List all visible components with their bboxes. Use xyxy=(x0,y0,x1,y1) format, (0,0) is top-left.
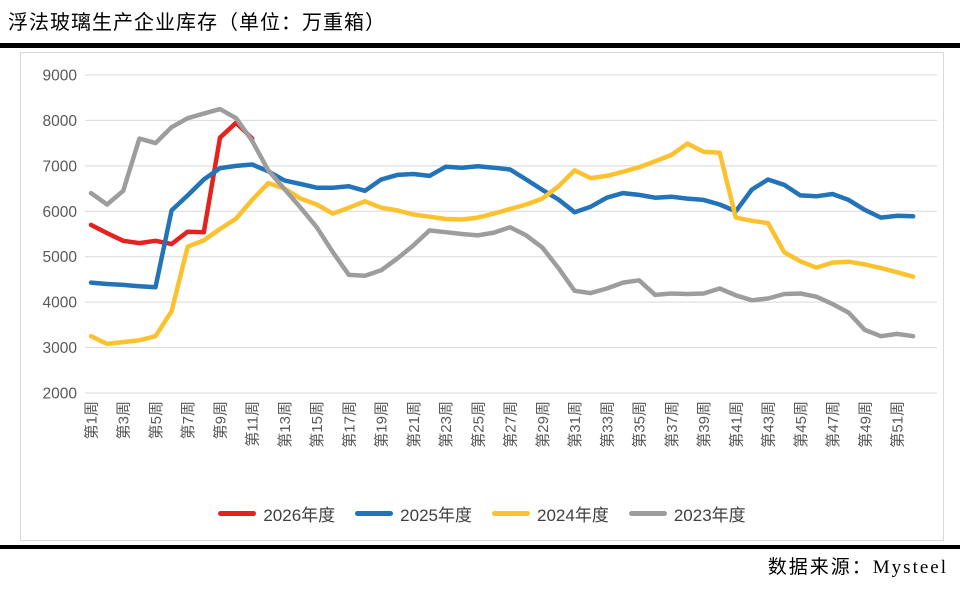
legend-line-swatch xyxy=(492,511,530,516)
y-tick-label: 4000 xyxy=(43,295,78,312)
x-tick-label: 第43周 xyxy=(760,401,778,448)
x-tick-label: 第35周 xyxy=(631,401,649,448)
x-tick-label: 第21周 xyxy=(405,401,423,448)
series-line-2025年度 xyxy=(88,162,916,290)
x-tick-label: 第17周 xyxy=(340,401,358,448)
x-tick-label: 第27周 xyxy=(502,401,520,448)
inventory-chart: 2000 3000 4000 5000 6000 7000 8000 9000 第1周 第3周 第5… xyxy=(20,52,944,541)
x-tick-label: 第1周 xyxy=(83,401,101,439)
legend-label: 2025年度 xyxy=(400,506,472,525)
legend-line-swatch xyxy=(628,511,667,516)
divider-bottom xyxy=(0,545,960,549)
series-line-2024年度 xyxy=(88,141,916,347)
x-tick-label: 第13周 xyxy=(276,401,294,448)
series-line-2023年度 xyxy=(88,106,916,339)
legend-label: 2023年度 xyxy=(673,506,746,525)
x-tick-label: 第37周 xyxy=(663,401,681,448)
x-tick-label: 第31周 xyxy=(566,401,584,448)
legend-line-swatch xyxy=(355,511,394,516)
y-tick-label: 6000 xyxy=(43,204,78,221)
x-tick-label: 第51周 xyxy=(889,401,907,448)
x-tick-label: 第3周 xyxy=(115,401,133,439)
x-tick-label: 第39周 xyxy=(695,401,713,448)
x-tick-label: 第7周 xyxy=(179,401,197,439)
y-tick-label: 2000 xyxy=(43,386,78,403)
x-tick-label: 第19周 xyxy=(373,401,391,448)
x-tick-label: 第15周 xyxy=(308,401,326,448)
y-tick-label: 9000 xyxy=(43,68,78,85)
x-tick-label: 第41周 xyxy=(727,401,745,448)
legend-line-swatch xyxy=(218,511,257,516)
x-tick-label: 第5周 xyxy=(147,401,165,439)
y-tick-label: 8000 xyxy=(43,113,78,130)
chart-legend: 2026年度 2025年度 2024年度 2023年度 xyxy=(21,501,943,526)
legend-item-2025年度: 2025年度 xyxy=(355,501,472,526)
y-tick-label: 7000 xyxy=(43,158,78,175)
x-tick-label: 第23周 xyxy=(437,401,455,448)
divider-top xyxy=(0,43,960,48)
legend-item-2023年度: 2023年度 xyxy=(628,501,746,526)
x-tick-label: 第49周 xyxy=(856,401,874,448)
series-line-2026年度 xyxy=(88,120,255,247)
x-tick-label: 第11周 xyxy=(244,401,262,447)
x-tick-label: 第33周 xyxy=(598,401,616,448)
legend-label: 2024年度 xyxy=(537,506,609,525)
legend-item-2024年度: 2024年度 xyxy=(492,501,609,526)
x-tick-label: 第25周 xyxy=(469,401,487,448)
y-tick-label: 3000 xyxy=(43,340,78,357)
y-tick-label: 5000 xyxy=(43,249,78,266)
x-tick-label: 第47周 xyxy=(824,401,842,448)
legend-item-2026年度: 2026年度 xyxy=(218,501,335,526)
chart-title: 浮法玻璃生产企业库存（单位：万重箱） xyxy=(8,12,386,34)
x-tick-label: 第9周 xyxy=(211,401,229,439)
legend-label: 2026年度 xyxy=(263,506,336,525)
x-tick-label: 第45周 xyxy=(792,401,810,448)
data-source-label: 数据来源：Mysteel xyxy=(767,557,948,578)
x-tick-label: 第29周 xyxy=(534,401,552,448)
